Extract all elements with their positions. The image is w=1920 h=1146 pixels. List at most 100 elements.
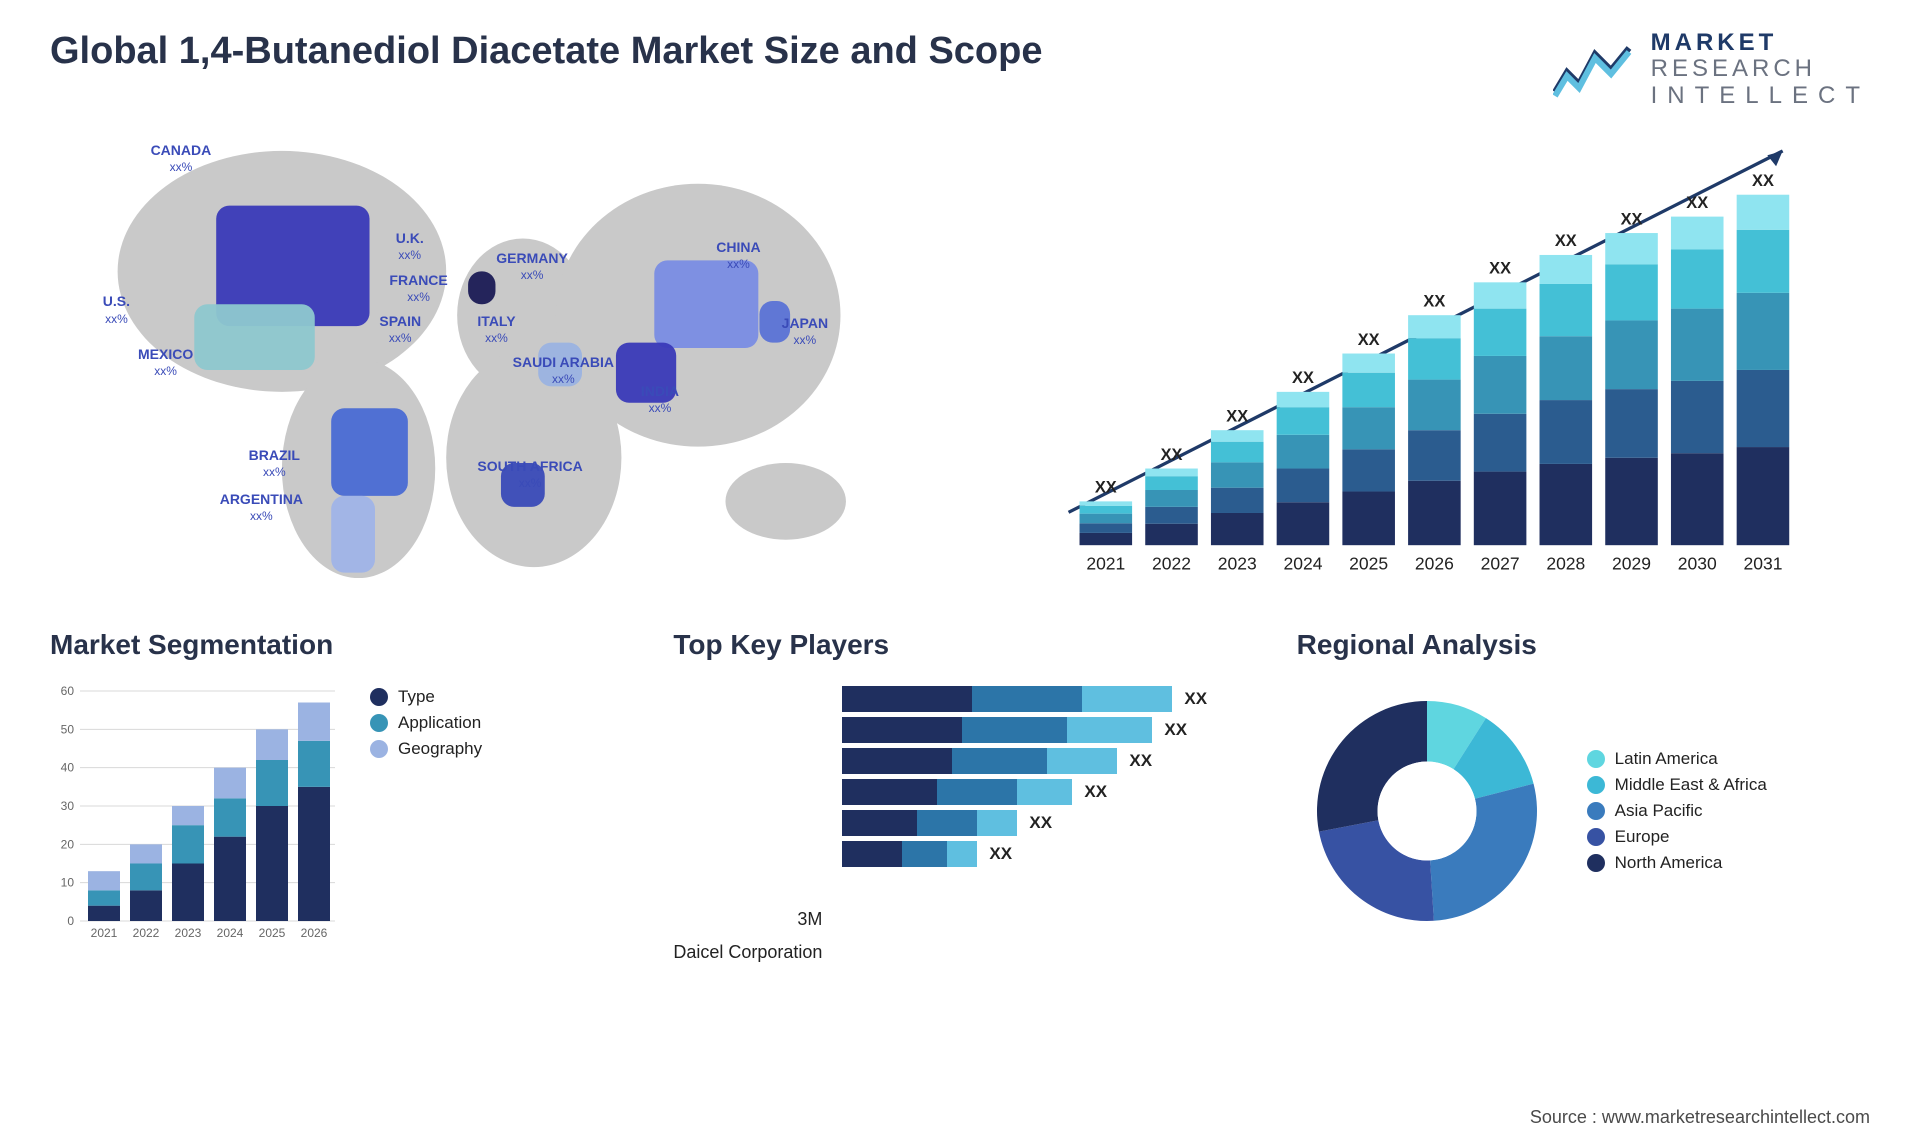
map-label-u-s-: U.S.xx% (103, 293, 130, 326)
map-label-canada: CANADAxx% (151, 142, 212, 175)
player-bar-label: XX (1029, 813, 1052, 833)
regional-donut (1297, 681, 1557, 941)
regional-title: Regional Analysis (1297, 629, 1870, 661)
player-bar-seg (842, 686, 972, 712)
logo-line2: RESEARCH (1651, 56, 1870, 82)
svg-text:30: 30 (61, 799, 75, 813)
player-bar (842, 779, 1072, 805)
player-bar-seg (1082, 686, 1172, 712)
logo-icon (1553, 42, 1633, 98)
svg-text:2026: 2026 (301, 926, 328, 940)
segmentation-panel: Market Segmentation 01020304050602021202… (50, 629, 623, 979)
legend-label: North America (1615, 853, 1723, 873)
regional-legend: Latin America Middle East & Africa Asia Pa… (1587, 743, 1767, 879)
player-bar-seg (842, 717, 962, 743)
legend-label: Middle East & Africa (1615, 775, 1767, 795)
svg-text:40: 40 (61, 761, 75, 775)
player-bar-seg (917, 810, 977, 836)
legend-dot (1587, 854, 1605, 872)
legend-label: Asia Pacific (1615, 801, 1703, 821)
players-panel: Top Key Players 3M Daicel Corporation XX… (673, 629, 1246, 979)
player-bar-row: XX (842, 686, 1246, 712)
map-label-argentina: ARGENTINAxx% (220, 491, 303, 524)
svg-text:XX: XX (1555, 232, 1577, 250)
player-bar-seg (1017, 779, 1072, 805)
svg-text:2030: 2030 (1678, 553, 1717, 573)
player-bar (842, 748, 1117, 774)
legend-label: Europe (1615, 827, 1670, 847)
player-name-2: Daicel Corporation (673, 942, 822, 963)
player-bar-label: XX (1184, 689, 1207, 709)
svg-text:XX: XX (1686, 194, 1708, 212)
player-bar-seg (842, 841, 902, 867)
segmentation-chart: 0102030405060202120222023202420252026 (50, 681, 340, 951)
player-bar-row: XX (842, 717, 1246, 743)
seg-legend-type: Type (370, 687, 482, 707)
region-legend-europe: Europe (1587, 827, 1767, 847)
map-label-china: CHINAxx% (716, 239, 760, 272)
region-legend-asia-pacific: Asia Pacific (1587, 801, 1767, 821)
source-label: Source : www.marketresearchintellect.com (1530, 1107, 1870, 1128)
svg-text:XX: XX (1292, 369, 1314, 387)
svg-text:10: 10 (61, 876, 75, 890)
player-bar-seg (842, 810, 917, 836)
region-legend-latin-america: Latin America (1587, 749, 1767, 769)
svg-text:2023: 2023 (175, 926, 202, 940)
player-bar-seg (1067, 717, 1152, 743)
player-name-1: 3M (797, 909, 822, 930)
map-label-mexico: MEXICOxx% (138, 346, 193, 379)
player-bar-seg (902, 841, 947, 867)
map-label-italy: ITALYxx% (477, 313, 515, 346)
player-bar-seg (1047, 748, 1117, 774)
svg-text:2021: 2021 (91, 926, 118, 940)
logo-line3: INTELLECT (1651, 83, 1870, 109)
player-bar-seg (842, 748, 952, 774)
legend-dot (370, 714, 388, 732)
svg-text:XX: XX (1226, 408, 1248, 426)
legend-label: Application (398, 713, 481, 733)
player-bar-seg (947, 841, 977, 867)
svg-text:XX: XX (1358, 331, 1380, 349)
player-bar-seg (972, 686, 1082, 712)
svg-text:XX: XX (1621, 210, 1643, 228)
svg-text:XX: XX (1489, 260, 1511, 278)
svg-text:XX: XX (1095, 479, 1117, 497)
svg-text:XX: XX (1752, 172, 1774, 190)
svg-text:20: 20 (61, 838, 75, 852)
player-bar-label: XX (989, 844, 1012, 864)
svg-text:0: 0 (67, 914, 74, 928)
player-bar-seg (842, 779, 937, 805)
svg-text:2021: 2021 (1086, 553, 1125, 573)
brand-logo: MARKET RESEARCH INTELLECT (1553, 30, 1870, 109)
svg-text:2024: 2024 (217, 926, 244, 940)
legend-dot (1587, 802, 1605, 820)
legend-label: Latin America (1615, 749, 1718, 769)
svg-text:2025: 2025 (259, 926, 286, 940)
players-chart: XX XX XX XX XX XX (842, 681, 1246, 979)
svg-text:2027: 2027 (1481, 553, 1520, 573)
svg-text:2031: 2031 (1743, 553, 1782, 573)
svg-text:XX: XX (1161, 446, 1183, 464)
map-label-saudi-arabia: SAUDI ARABIAxx% (513, 354, 614, 387)
legend-dot (370, 688, 388, 706)
legend-dot (1587, 750, 1605, 768)
player-bar-seg (977, 810, 1017, 836)
players-title: Top Key Players (673, 629, 1246, 661)
player-bar (842, 841, 977, 867)
map-label-france: FRANCExx% (389, 272, 447, 305)
region-legend-middle-east-africa: Middle East & Africa (1587, 775, 1767, 795)
svg-text:2022: 2022 (1152, 553, 1191, 573)
player-bar-row: XX (842, 748, 1246, 774)
svg-text:2025: 2025 (1349, 553, 1388, 573)
svg-text:2023: 2023 (1218, 553, 1257, 573)
player-bar-row: XX (842, 779, 1246, 805)
map-label-india: INDIAxx% (641, 383, 679, 416)
region-legend-north-america: North America (1587, 853, 1767, 873)
player-bar (842, 810, 1017, 836)
page-title: Global 1,4-Butanediol Diacetate Market S… (50, 30, 1043, 73)
seg-legend-application: Application (370, 713, 482, 733)
player-bar-seg (952, 748, 1047, 774)
map-label-germany: GERMANYxx% (496, 250, 568, 283)
legend-label: Geography (398, 739, 482, 759)
svg-text:60: 60 (61, 684, 75, 698)
